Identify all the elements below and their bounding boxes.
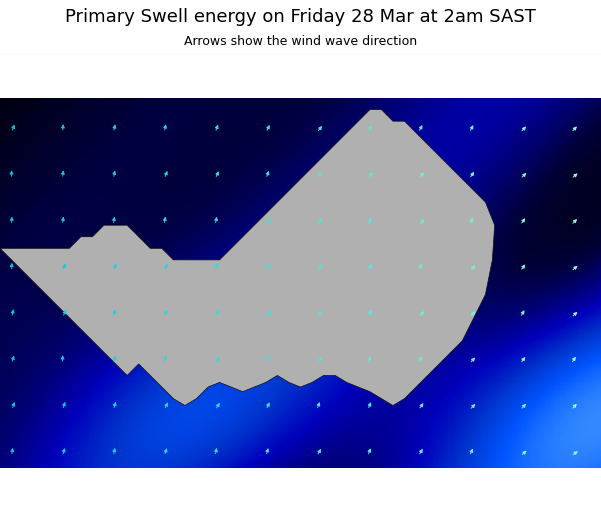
Text: Primary Swell energy on Friday 28 Mar at 2am SAST: Primary Swell energy on Friday 28 Mar at… <box>65 8 536 26</box>
Polygon shape <box>0 110 495 406</box>
Text: Arrows show the wind wave direction: Arrows show the wind wave direction <box>184 35 417 48</box>
